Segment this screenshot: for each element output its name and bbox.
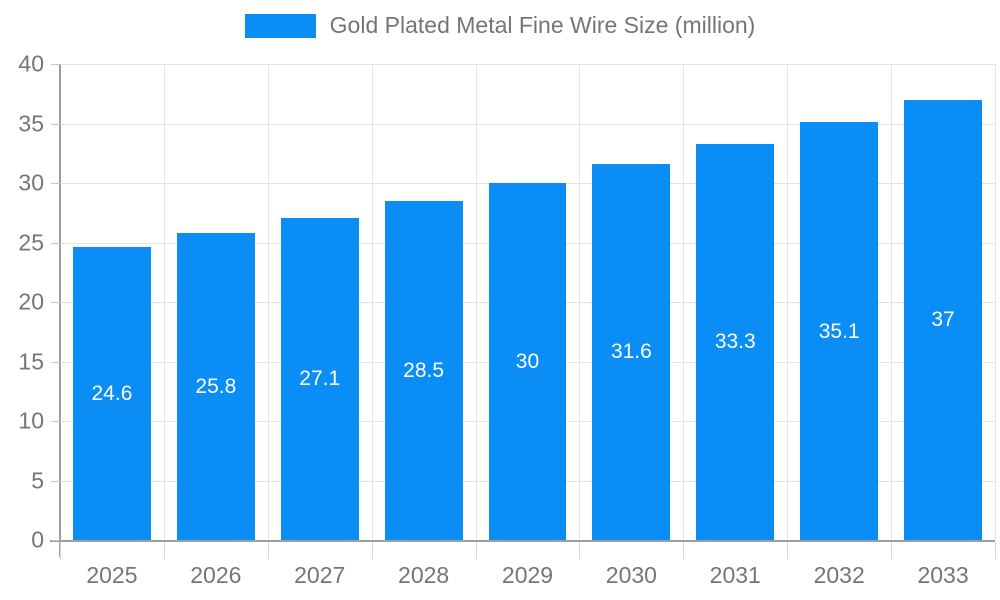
bar-2031[interactable]: 33.3 — [696, 143, 775, 540]
gridline-vertical — [995, 64, 996, 540]
x-axis-tick — [371, 542, 373, 559]
bar-value-label: 31.6 — [610, 340, 652, 364]
y-axis-tick — [51, 123, 59, 125]
gridline-vertical — [475, 64, 477, 540]
y-axis-tick-label: 25 — [18, 229, 44, 255]
x-axis-labels: 2025 2026 2027 2028 2029 2030 2031 2032 2033 — [60, 558, 995, 594]
y-axis-tick-label: 20 — [18, 288, 44, 315]
x-axis-tick-label: 2031 — [709, 562, 761, 588]
x-axis-tick — [60, 542, 61, 559]
bar-value-label: 35.1 — [818, 319, 860, 343]
bar-value-label: 33.3 — [714, 330, 756, 354]
gridline-horizontal — [60, 123, 995, 125]
gridline-vertical — [683, 64, 685, 540]
y-axis-line — [59, 64, 61, 557]
x-axis-tick-label: 2029 — [501, 562, 554, 588]
y-axis-tick-label: 5 — [31, 467, 44, 493]
y-axis-tick — [51, 302, 59, 303]
bar-2027[interactable]: 27.1 — [280, 217, 359, 540]
x-axis-tick — [579, 542, 581, 559]
bar-2028[interactable]: 28.5 — [384, 200, 463, 540]
y-axis-tick-label: 0 — [31, 526, 44, 553]
x-axis-tick — [995, 542, 996, 559]
plot-area: 24.6 25.8 27.1 28.5 30 31.6 33.3 35.1 37 — [50, 64, 996, 559]
bar-value-label: 24.6 — [91, 382, 133, 406]
y-axis-tick-label: 35 — [18, 110, 44, 136]
gridline-vertical — [163, 64, 165, 540]
gridline-horizontal — [60, 64, 995, 65]
y-axis-tick-label: 15 — [18, 348, 44, 374]
y-axis-tick-label: 10 — [18, 407, 44, 434]
y-axis-labels: 0 5 10 15 20 25 30 35 40 — [0, 51, 52, 553]
chart-legend[interactable]: Gold Plated Metal Fine Wire Size (millio… — [0, 12, 1000, 40]
bar-value-label: 27.1 — [299, 367, 341, 391]
bar-value-label: 37 — [931, 308, 955, 332]
x-axis-tick — [163, 542, 165, 559]
bar-2026[interactable]: 25.8 — [176, 232, 255, 540]
gridline-vertical — [891, 64, 893, 540]
x-axis-tick — [683, 542, 685, 559]
bar-2030[interactable]: 31.6 — [592, 163, 671, 540]
gridline-vertical — [267, 64, 269, 540]
bar-2032[interactable]: 35.1 — [800, 122, 879, 540]
gridline-vertical — [787, 64, 789, 540]
x-axis-tick-label: 2033 — [917, 562, 969, 588]
legend-swatch — [244, 13, 316, 38]
y-axis-tick — [51, 421, 59, 422]
y-axis-tick — [51, 242, 59, 244]
gridline-vertical — [371, 64, 373, 540]
x-axis-tick-label: 2030 — [605, 562, 657, 588]
x-axis-tick-label: 2028 — [398, 562, 450, 588]
x-axis-line — [50, 540, 995, 542]
bar-value-label: 28.5 — [403, 358, 445, 382]
x-axis-tick — [891, 542, 893, 559]
x-axis-tick-label: 2032 — [813, 562, 865, 588]
y-axis-tick-label: 30 — [18, 169, 44, 196]
bar-2033[interactable]: 37 — [904, 99, 982, 540]
bar-2025[interactable]: 24.6 — [72, 247, 151, 540]
bar-2029[interactable]: 30 — [488, 183, 567, 540]
x-axis-tick — [267, 542, 269, 559]
y-axis-tick — [51, 183, 59, 184]
y-axis-tick-label: 40 — [18, 50, 44, 77]
x-axis-tick — [787, 542, 789, 559]
gridline-vertical — [579, 64, 581, 540]
bar-value-label: 30 — [515, 350, 540, 373]
x-axis-tick — [475, 542, 477, 559]
x-axis-tick-label: 2027 — [294, 562, 346, 588]
bar-value-label: 25.8 — [195, 374, 237, 398]
y-axis-tick — [51, 361, 59, 363]
x-axis-tick-label: 2026 — [190, 562, 242, 588]
x-axis-tick-label: 2025 — [86, 562, 138, 588]
y-axis-tick — [51, 480, 59, 482]
y-axis-tick — [51, 540, 59, 541]
y-axis-tick — [51, 64, 59, 65]
legend-label: Gold Plated Metal Fine Wire Size (millio… — [329, 12, 756, 38]
